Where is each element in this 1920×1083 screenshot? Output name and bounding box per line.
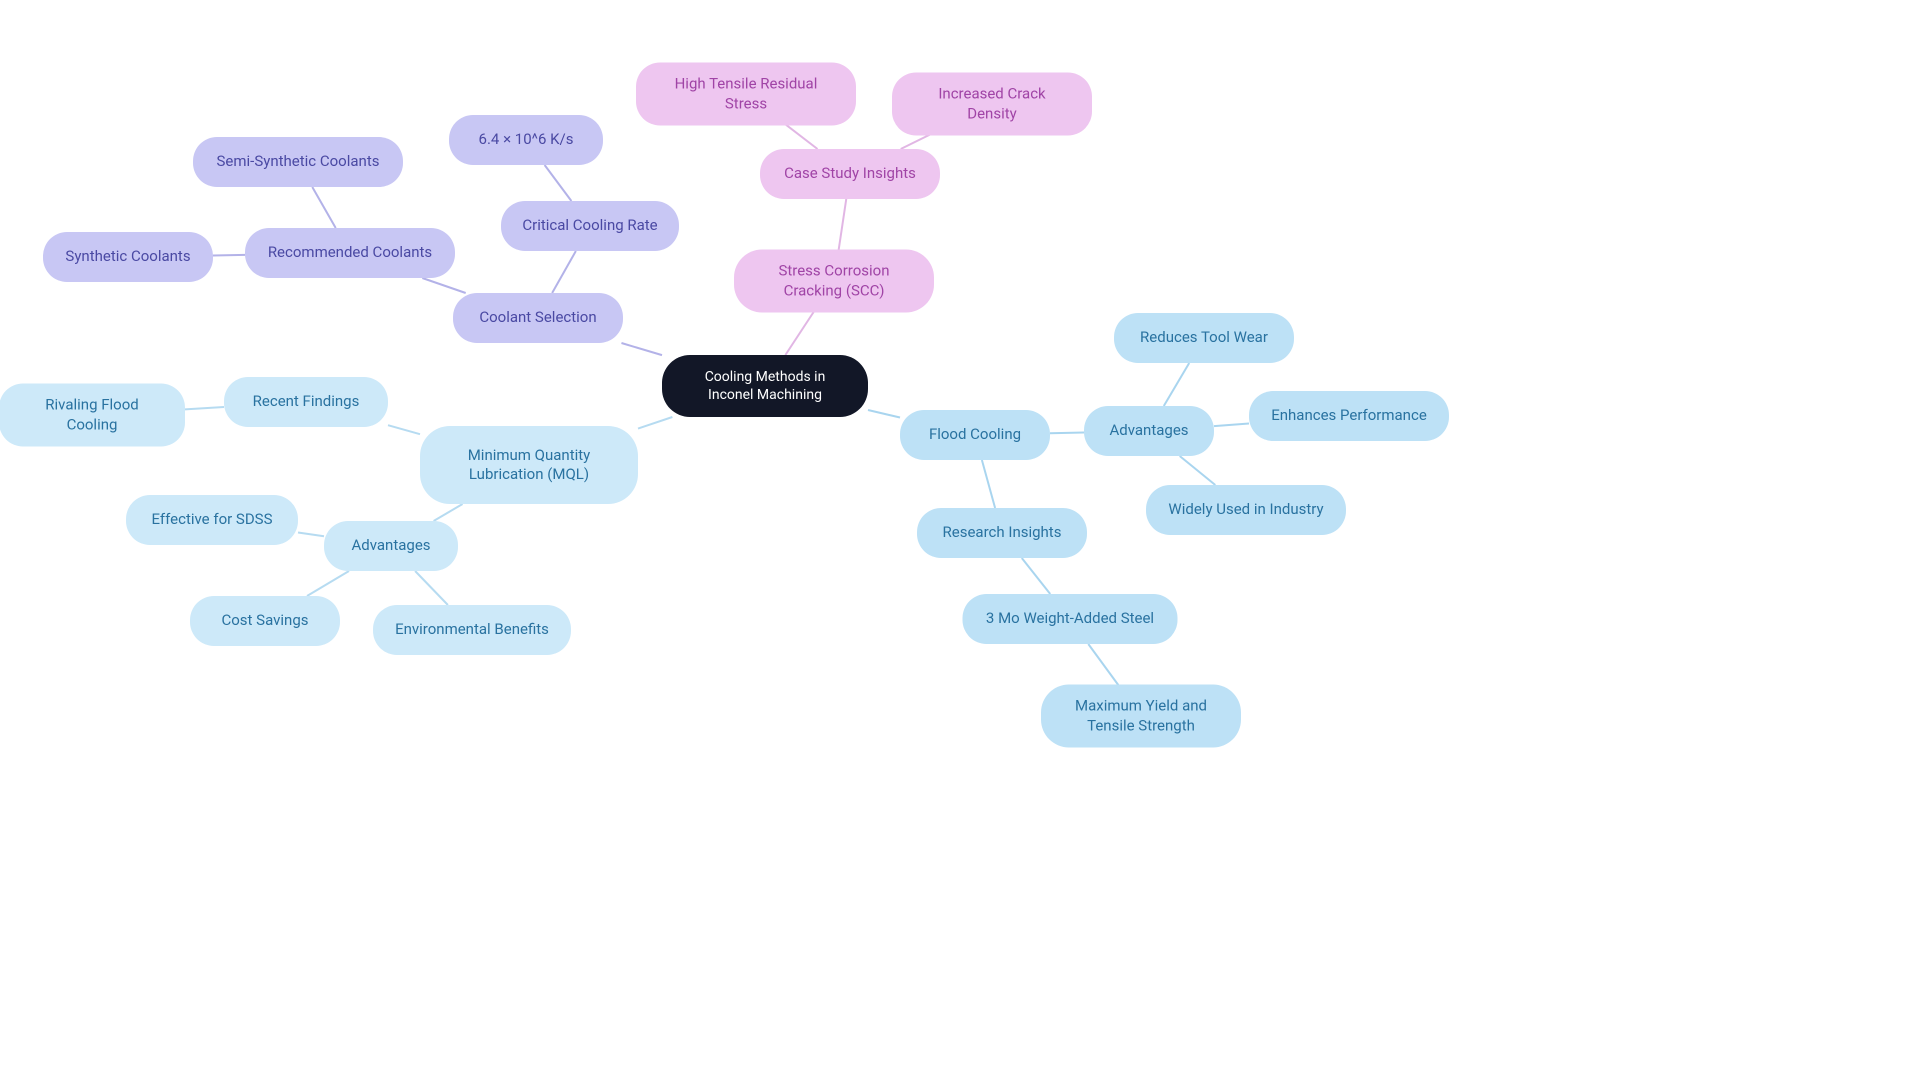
node-env: Environmental Benefits [373,605,571,655]
edge [1022,558,1050,594]
node-mwas: 3 Mo Weight-Added Steel [963,594,1178,644]
node-rate: 6.4 × 10^6 K/s [449,115,603,165]
node-root: Cooling Methods in Inconel Machining [662,355,868,417]
node-efs: Effective for SDSS [126,495,298,545]
edge [307,571,349,596]
edge [785,312,813,355]
node-label: Flood Cooling [929,425,1021,445]
node-label: Cooling Methods in Inconel Machining [682,368,848,404]
node-scc: Stress Corrosion Cracking (SCC) [734,250,934,313]
node-label: Advantages [1109,421,1188,441]
edge [1050,432,1084,433]
edge [982,460,995,508]
node-label: Rivaling Flood Cooling [19,396,165,435]
node-rf: Recent Findings [224,377,388,427]
node-rfc: Rivaling Flood Cooling [0,384,185,447]
node-wui: Widely Used in Industry [1146,485,1346,535]
edge [422,278,465,293]
node-label: 3 Mo Weight-Added Steel [986,609,1154,629]
edge [1088,644,1118,685]
node-label: Coolant Selection [479,308,596,328]
edge [638,417,672,429]
node-fc: Flood Cooling [900,410,1050,460]
node-label: High Tensile Residual Stress [656,75,836,114]
edge [1164,363,1189,406]
mindmap-canvas: Cooling Methods in Inconel Machining Cool… [0,0,1920,1083]
node-adv2: Advantages [324,521,458,571]
node-adv1: Advantages [1084,406,1214,456]
edge [434,504,463,521]
edge [1214,424,1249,427]
node-label: Reduces Tool Wear [1140,328,1268,348]
node-mql: Minimum Quantity Lubrication (MQL) [420,426,638,504]
node-label: Widely Used in Industry [1168,500,1323,520]
edge [839,199,847,250]
edge [312,187,335,228]
node-label: Maximum Yield and Tensile Strength [1061,697,1221,736]
node-sc: Synthetic Coolants [43,232,213,282]
edge [415,571,448,605]
node-label: Recent Findings [253,392,360,412]
node-cost: Cost Savings [190,596,340,646]
node-ccr: Critical Cooling Rate [501,201,679,251]
edge [552,251,576,293]
edge [185,407,224,409]
edge [298,532,324,536]
node-label: Recommended Coolants [268,243,432,263]
node-label: Increased Crack Density [912,85,1072,124]
edge [621,343,662,355]
node-label: Critical Cooling Rate [522,216,657,236]
node-label: Advantages [351,536,430,556]
node-rtw: Reduces Tool Wear [1114,313,1294,363]
node-ep: Enhances Performance [1249,391,1449,441]
node-htrs: High Tensile Residual Stress [636,63,856,126]
node-label: Case Study Insights [784,164,916,184]
edge [213,255,245,256]
node-label: Research Insights [943,523,1062,543]
edge [545,165,572,201]
node-label: Semi-Synthetic Coolants [217,152,380,172]
edge [388,425,420,434]
node-csi: Case Study Insights [760,149,940,199]
node-ssc: Semi-Synthetic Coolants [193,137,403,187]
node-label: Effective for SDSS [152,510,273,530]
node-label: Synthetic Coolants [65,247,190,267]
node-cs: Coolant Selection [453,293,623,343]
node-myts: Maximum Yield and Tensile Strength [1041,685,1241,748]
node-label: Stress Corrosion Cracking (SCC) [754,262,914,301]
node-rc: Recommended Coolants [245,228,455,278]
edge [1180,456,1216,485]
node-label: Minimum Quantity Lubrication (MQL) [440,446,618,485]
node-label: Cost Savings [221,611,308,631]
node-label: Environmental Benefits [395,620,549,640]
node-label: Enhances Performance [1271,406,1427,426]
node-ri: Research Insights [917,508,1087,558]
node-label: 6.4 × 10^6 K/s [479,130,574,150]
edge [868,410,900,417]
node-icd: Increased Crack Density [892,73,1092,136]
